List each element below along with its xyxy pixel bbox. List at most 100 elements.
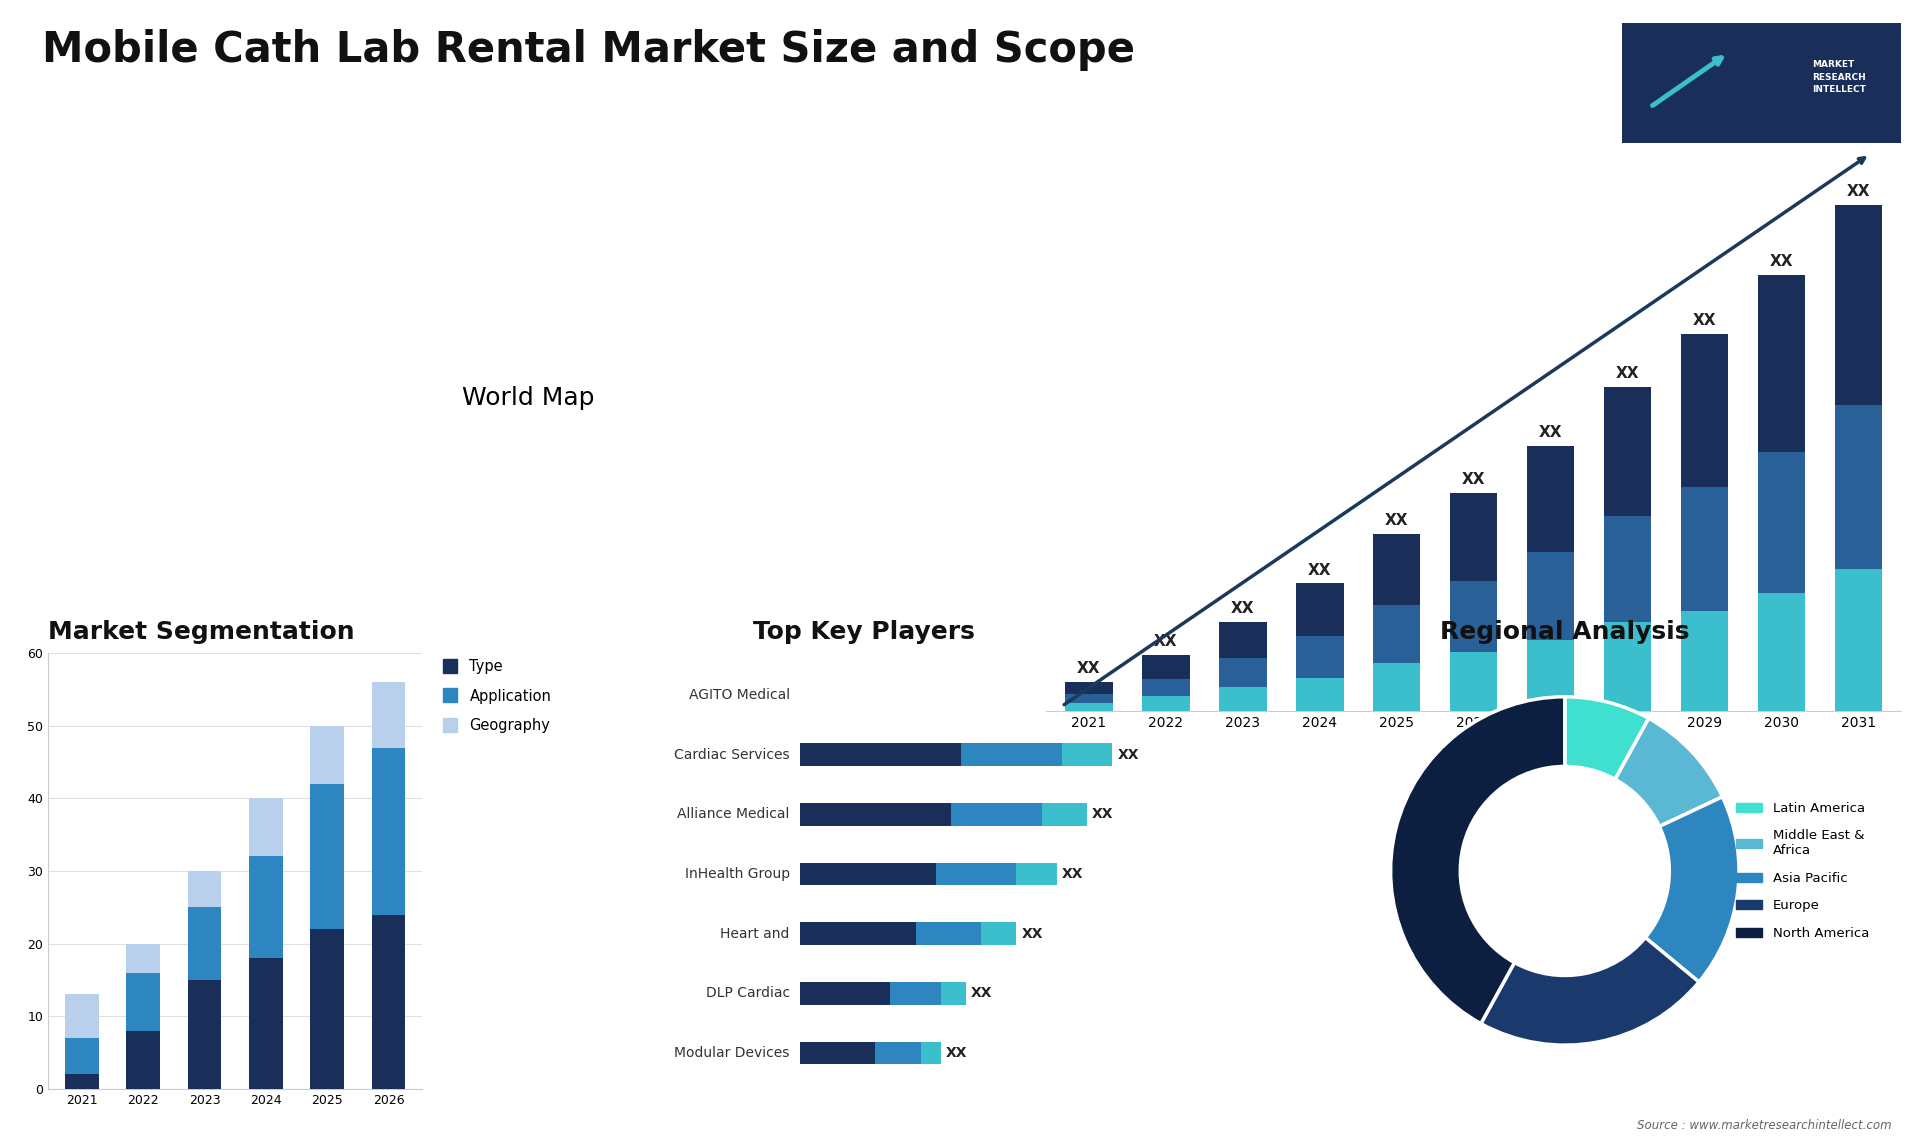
Bar — [1526, 446, 1574, 551]
Bar — [1142, 678, 1190, 697]
Text: Modular Devices: Modular Devices — [674, 1046, 789, 1060]
Bar — [1836, 405, 1882, 570]
Bar — [891, 982, 941, 1005]
Bar — [188, 871, 221, 908]
Text: XX: XX — [1231, 602, 1254, 617]
Bar — [188, 908, 221, 980]
Bar — [250, 958, 282, 1089]
Bar — [1373, 664, 1421, 711]
Bar — [188, 980, 221, 1089]
Bar — [1450, 581, 1498, 652]
Bar — [1450, 652, 1498, 711]
Text: XX: XX — [1077, 661, 1100, 676]
Bar — [1043, 803, 1087, 825]
Title: Regional Analysis: Regional Analysis — [1440, 620, 1690, 644]
Text: XX: XX — [1693, 313, 1716, 328]
Circle shape — [1461, 767, 1668, 975]
Legend: Type, Application, Geography: Type, Application, Geography — [438, 653, 557, 739]
Bar — [1757, 452, 1805, 592]
Bar — [950, 803, 1043, 825]
Text: XX: XX — [1384, 513, 1409, 528]
Bar — [981, 923, 1016, 945]
Bar — [801, 982, 891, 1005]
FancyBboxPatch shape — [1622, 23, 1901, 143]
Text: XX: XX — [947, 1046, 968, 1060]
Wedge shape — [1390, 697, 1565, 1023]
Bar — [801, 863, 935, 885]
Bar — [1450, 493, 1498, 581]
Text: AGITO Medical: AGITO Medical — [689, 688, 789, 702]
Text: InHealth Group: InHealth Group — [685, 866, 789, 881]
Bar — [1296, 583, 1344, 636]
Bar — [65, 1038, 98, 1074]
Bar — [1066, 694, 1112, 704]
Text: Heart and: Heart and — [720, 927, 789, 941]
Bar — [1373, 605, 1421, 664]
Bar — [311, 784, 344, 929]
Text: DLP Cardiac: DLP Cardiac — [705, 987, 789, 1000]
Bar — [372, 915, 405, 1089]
Bar — [250, 799, 282, 856]
Bar — [1142, 656, 1190, 678]
Bar — [1219, 622, 1267, 658]
Wedge shape — [1480, 937, 1699, 1045]
Text: XX: XX — [1308, 563, 1331, 578]
Bar — [65, 1074, 98, 1089]
Bar — [1757, 275, 1805, 452]
Bar — [1016, 863, 1056, 885]
Bar — [1142, 697, 1190, 711]
Bar — [1603, 622, 1651, 711]
Text: XX: XX — [1770, 254, 1793, 269]
Bar — [1603, 387, 1651, 517]
Legend: Latin America, Middle East &
Africa, Asia Pacific, Europe, North America: Latin America, Middle East & Africa, Asi… — [1730, 796, 1874, 945]
Bar — [372, 682, 405, 747]
Bar — [1062, 744, 1112, 766]
Text: MARKET
RESEARCH
INTELLECT: MARKET RESEARCH INTELLECT — [1812, 60, 1866, 94]
Bar — [922, 1042, 941, 1065]
Bar — [1296, 636, 1344, 677]
Bar — [916, 923, 981, 945]
Text: XX: XX — [1021, 927, 1043, 941]
Bar — [1219, 686, 1267, 711]
Bar — [1296, 677, 1344, 711]
Bar — [127, 973, 159, 1030]
Bar — [962, 744, 1062, 766]
Bar — [1066, 704, 1112, 711]
Bar — [311, 725, 344, 784]
Wedge shape — [1645, 796, 1740, 982]
Bar — [801, 923, 916, 945]
Text: XX: XX — [1538, 425, 1563, 440]
Text: Source : www.marketresearchintellect.com: Source : www.marketresearchintellect.com — [1636, 1120, 1891, 1132]
Bar — [1526, 551, 1574, 639]
Bar — [1526, 639, 1574, 711]
Text: Market Segmentation: Market Segmentation — [48, 620, 355, 644]
Text: Alliance Medical: Alliance Medical — [678, 807, 789, 822]
Bar — [250, 856, 282, 958]
Text: XX: XX — [972, 987, 993, 1000]
Bar — [1836, 205, 1882, 405]
Text: XX: XX — [1617, 366, 1640, 382]
Bar — [65, 995, 98, 1038]
Bar — [935, 863, 1016, 885]
Wedge shape — [1615, 719, 1722, 826]
Bar — [311, 929, 344, 1089]
Bar — [127, 1030, 159, 1089]
Bar — [876, 1042, 922, 1065]
Bar — [127, 943, 159, 973]
Text: XX: XX — [1092, 807, 1114, 822]
Text: XX: XX — [1117, 747, 1139, 762]
Text: XX: XX — [1062, 866, 1083, 881]
Wedge shape — [1565, 697, 1649, 779]
Bar — [1066, 682, 1112, 694]
Bar — [1680, 487, 1728, 611]
Text: XX: XX — [1154, 635, 1177, 650]
Bar — [1836, 570, 1882, 711]
Bar — [1603, 517, 1651, 622]
Text: World Map: World Map — [461, 386, 595, 410]
Bar — [1680, 611, 1728, 711]
Bar — [801, 744, 962, 766]
Bar — [1219, 658, 1267, 686]
Text: Cardiac Services: Cardiac Services — [674, 747, 789, 762]
Title: Top Key Players: Top Key Players — [753, 620, 975, 644]
Bar — [941, 982, 966, 1005]
